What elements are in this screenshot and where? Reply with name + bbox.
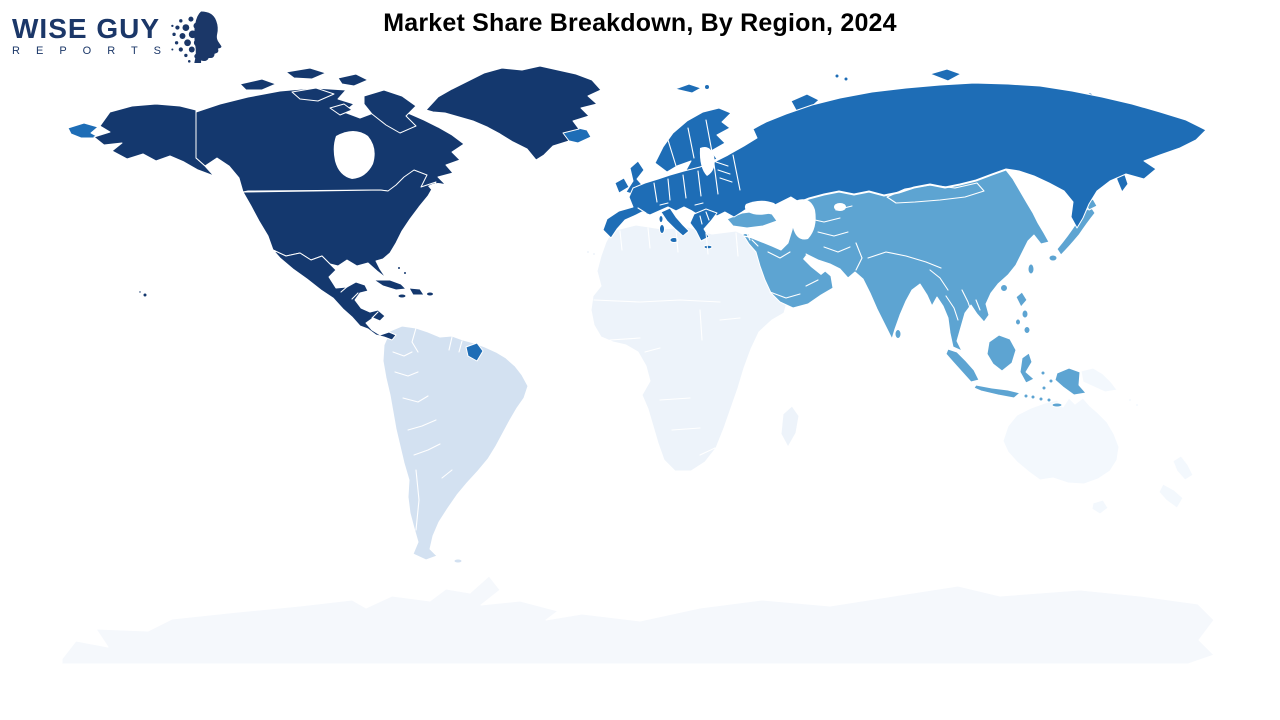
region-asia-pacific (726, 169, 1098, 408)
caspian-sea (791, 199, 816, 240)
arctic-island-dot (834, 73, 840, 79)
png-shape (1080, 367, 1118, 393)
hainan-shape (1000, 284, 1008, 292)
svalbard-dot (704, 84, 710, 90)
pacific-island-dot (1135, 403, 1139, 407)
java-shape (973, 384, 1021, 399)
maluku-dot (1048, 378, 1054, 384)
chukotka-west-shape (67, 122, 101, 139)
japan-honshu-shape (1056, 206, 1096, 256)
bahamas-dot (403, 271, 407, 275)
philippines-shape (1015, 291, 1028, 308)
tasmania-shape (1091, 499, 1109, 515)
region-south-america (382, 325, 529, 564)
region-north-america (93, 65, 602, 341)
puerto-rico-shape (426, 291, 434, 297)
alaska-shape (93, 103, 215, 177)
svalbard-shape (674, 83, 702, 94)
hawaii-dot (138, 290, 142, 294)
hawaii-dot (142, 292, 148, 298)
logo-wordmark: WISE GUY R E P O R T S (12, 14, 167, 58)
page-title: Market Share Breakdown, By Region, 2024 (383, 9, 897, 37)
hispaniola-shape (408, 287, 425, 296)
south-america-shape (382, 325, 529, 561)
st-lawrence-gulf (428, 183, 448, 194)
madagascar-shape (780, 405, 800, 448)
new-zealand-south-shape (1158, 483, 1184, 509)
corsica-shape (658, 215, 664, 223)
falkland-shape (453, 558, 463, 564)
inland-seas (333, 131, 846, 275)
sunda-island-dot (1038, 396, 1044, 402)
logo-head-icon (171, 11, 222, 63)
new-guinea-west-shape (1054, 367, 1087, 396)
aral-sea (834, 203, 846, 211)
asia-mainland-shape (743, 169, 1050, 352)
new-zealand-north-shape (1172, 455, 1194, 481)
sumatra-shape (945, 348, 980, 383)
logo-line2: R E P O R T S (12, 45, 168, 57)
canary-dot (592, 252, 596, 256)
maluku-dot (1040, 370, 1046, 376)
philippines-shape (1015, 318, 1021, 326)
philippines-shape (1023, 326, 1031, 334)
arctic-island-shape (337, 73, 369, 87)
cuba-shape (373, 279, 407, 291)
sicily-shape (669, 237, 679, 243)
arctic-island-shape (285, 67, 327, 80)
borneo-shape (986, 334, 1017, 372)
arctic-island-dot (843, 76, 849, 82)
logo-line1: WISE GUY (12, 13, 161, 44)
severnaya-shape (929, 68, 962, 82)
baltic-sea (699, 147, 715, 176)
french-guiana-shape (465, 342, 484, 362)
philippines-shape (1021, 309, 1029, 319)
region-oceania (1002, 367, 1194, 515)
eurasia-shape (602, 82, 1207, 239)
sardinia-shape (659, 224, 665, 234)
japan-kyushu-shape (1048, 254, 1058, 262)
arctic-island-shape (239, 78, 277, 91)
pacific-island-dot (1128, 398, 1132, 402)
canary-dot (586, 250, 590, 254)
arctic-island-shape (329, 103, 353, 116)
persian-gulf (803, 255, 826, 275)
sulawesi-shape (1019, 352, 1035, 384)
black-sea (744, 200, 777, 215)
sri-lanka-shape (894, 329, 902, 339)
jamaica-shape (397, 293, 407, 299)
turkey-shape (726, 210, 778, 229)
country-borders (340, 119, 985, 531)
antarctica-shape (61, 575, 1215, 665)
sunda-island-dot (1023, 393, 1029, 399)
italy-shape (660, 207, 690, 237)
arctic-island-shape (291, 87, 335, 102)
sunda-island-dot (1046, 397, 1052, 403)
australia-shape (1002, 397, 1120, 485)
wise-guy-reports-logo: WISE GUY R E P O R T S (12, 6, 223, 66)
mexico-central-america-shape (272, 249, 397, 341)
baffin-island-shape (363, 89, 417, 134)
bahamas-dot (397, 266, 401, 270)
maluku-dot (1041, 385, 1047, 391)
sunda-island-dot (1030, 394, 1036, 400)
greenland-shape (425, 65, 602, 161)
region-antarctica (61, 575, 1215, 665)
hudson-bay (333, 131, 375, 179)
timor-shape (1051, 402, 1063, 408)
taiwan-shape (1027, 263, 1035, 275)
